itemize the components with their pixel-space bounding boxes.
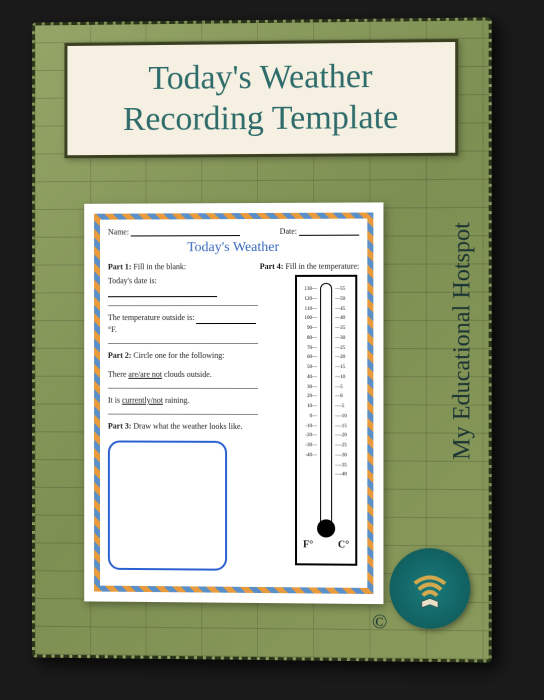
worksheet-preview: Name: Date: Today's Weather Part 1: Fill… bbox=[84, 202, 383, 604]
part4-header: Part 4: Fill in the temperature: bbox=[260, 262, 360, 271]
thermometer-ticks-celsius: —55—50—45—40—35—30—25—20—15—10—5—0—-5—-1… bbox=[335, 285, 351, 481]
brand-side-text: My Educational Hotspot bbox=[449, 222, 476, 460]
worksheet-border: Name: Date: Today's Weather Part 1: Fill… bbox=[94, 212, 373, 594]
title-line-1: Today's Weather bbox=[77, 56, 445, 100]
brand-logo bbox=[390, 548, 471, 629]
thermometer-unit-labels: F° C° bbox=[297, 537, 355, 552]
thermometer: 130—120—110—100—90—80—70—60—50—40—30—20—… bbox=[295, 275, 357, 566]
part1-line1: Today's date is: bbox=[108, 275, 258, 298]
product-cover: Today's Weather Recording Template Name:… bbox=[32, 17, 492, 662]
name-label: Name: bbox=[108, 227, 240, 236]
part2-line2: It is currently/not raining. bbox=[108, 395, 258, 406]
thermometer-tube bbox=[320, 283, 332, 524]
drawing-box bbox=[108, 440, 227, 570]
copyright-symbol: © bbox=[372, 611, 387, 634]
part3-header: Part 3: Draw what the weather looks like… bbox=[108, 421, 258, 433]
date-label: Date: bbox=[280, 227, 360, 236]
worksheet-title: Today's Weather bbox=[108, 240, 359, 257]
title-line-2: Recording Template bbox=[77, 97, 445, 141]
thermometer-bulb bbox=[317, 519, 335, 537]
worksheet-header-row: Name: Date: bbox=[108, 227, 359, 237]
parts-header-row: Part 1: Fill in the blank: Part 4: Fill … bbox=[108, 262, 359, 272]
part1-header: Part 1: Fill in the blank: bbox=[108, 262, 186, 271]
part2-line1: There are/are not clouds outside. bbox=[108, 369, 258, 380]
unit-fahrenheit: F° bbox=[303, 539, 313, 550]
unit-celsius: C° bbox=[338, 540, 349, 551]
title-card: Today's Weather Recording Template bbox=[64, 39, 458, 158]
wifi-book-icon bbox=[405, 563, 456, 614]
thermometer-ticks-fahrenheit: 130—120—110—100—90—80—70—60—50—40—30—20—… bbox=[301, 285, 317, 461]
part2-header: Part 2: Circle one for the following: bbox=[108, 350, 258, 361]
part1-line2: The temperature outside is: °F. bbox=[108, 312, 258, 334]
worksheet-left-column: Today's date is: The temperature outside… bbox=[108, 275, 258, 570]
